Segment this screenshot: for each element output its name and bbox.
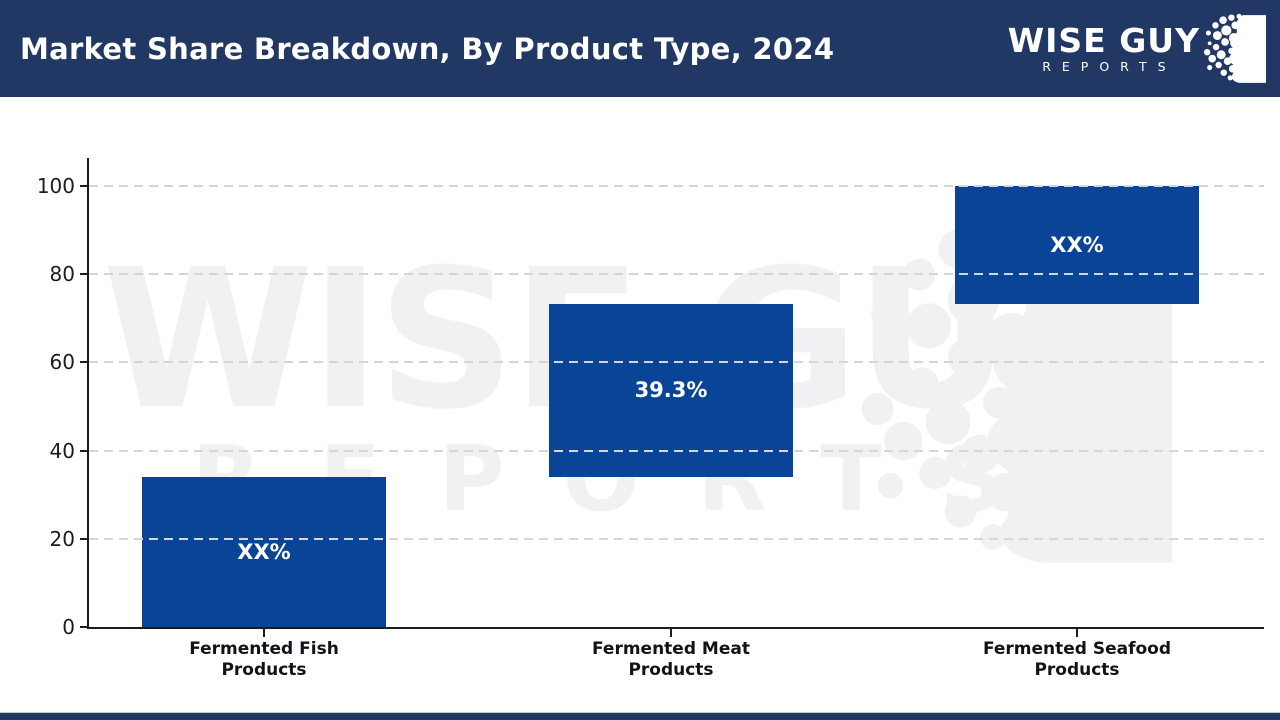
y-tick-label: 60 <box>49 350 75 375</box>
dotted-head-profile-icon <box>1203 13 1266 83</box>
x-category-label: Fermented Seafood Products <box>917 639 1237 681</box>
y-tick-mark <box>80 185 87 187</box>
y-tick-label: 20 <box>49 526 75 551</box>
wise-guy-reports-logo: WISE GUY REPORTS <box>1008 13 1280 85</box>
y-tick-label: 0 <box>62 615 75 639</box>
x-axis-line <box>87 627 1264 629</box>
bar-value-label: XX% <box>1050 232 1104 257</box>
y-gridline <box>89 185 1264 187</box>
y-tick-label: 40 <box>49 438 75 463</box>
y-tick-mark <box>80 449 87 452</box>
y-tick-mark <box>80 626 87 628</box>
header-bar: Market Share Breakdown, By Product Type,… <box>0 0 1280 97</box>
y-tick-mark <box>80 361 87 364</box>
y-gridline <box>89 449 1264 452</box>
y-tick-label: 80 <box>49 262 75 287</box>
x-category-label-line: Products <box>221 660 307 680</box>
x-category-label-line: Fermented Seafood <box>982 639 1172 659</box>
x-category-label-line: Fermented Meat <box>592 639 750 659</box>
x-tick-mark <box>263 629 265 637</box>
bar-value-label: XX% <box>237 540 291 565</box>
page-title: Market Share Breakdown, By Product Type,… <box>20 31 835 66</box>
y-tick-label: 100 <box>36 174 75 198</box>
x-category-label-line: Products <box>628 660 714 680</box>
y-tick-mark <box>80 273 87 276</box>
x-category-label: Fermented Fish Products <box>104 639 424 681</box>
logo-wordmark: WISE GUY <box>1007 20 1200 60</box>
y-gridline <box>89 537 1264 540</box>
bar-segment <box>549 303 793 478</box>
x-tick-mark <box>670 629 672 637</box>
footer-bar <box>0 712 1280 720</box>
x-category-label-line: Products <box>1034 660 1120 680</box>
y-gridline <box>89 273 1264 276</box>
logo-text: WISE GUY REPORTS <box>1008 24 1200 74</box>
bar-segment <box>142 477 386 627</box>
x-tick-mark <box>1076 629 1078 637</box>
x-category-label-line: Fermented Fish <box>189 639 339 659</box>
y-tick-mark <box>80 537 87 540</box>
bar-value-label: 39.3% <box>634 378 708 403</box>
y-axis-line <box>87 158 89 629</box>
logo-subtitle: REPORTS <box>1042 58 1177 74</box>
x-category-label: Fermented Meat Products <box>511 639 831 681</box>
y-gridline <box>89 361 1264 364</box>
